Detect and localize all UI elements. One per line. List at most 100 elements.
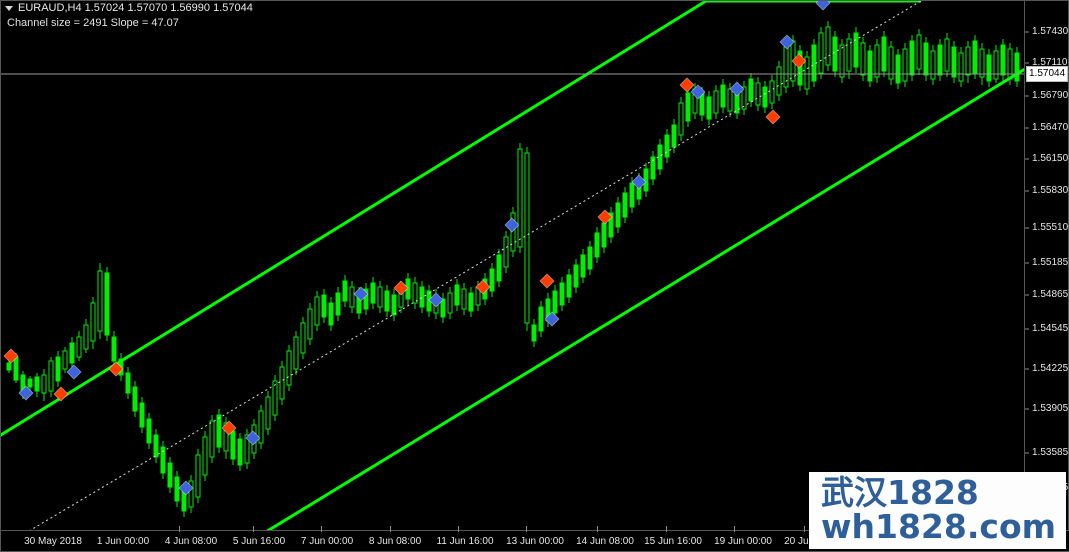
- time-axis-label: 7 Jun 00:00: [300, 536, 354, 547]
- candle-body: [370, 282, 376, 304]
- candle-body: [293, 336, 299, 370]
- sell-signal-marker[interactable]: [539, 273, 555, 289]
- sell-signal-marker[interactable]: [393, 280, 409, 296]
- candle-body: [552, 290, 558, 314]
- candle-body: [860, 42, 866, 76]
- candle-body: [531, 324, 537, 342]
- candle-body: [846, 38, 852, 72]
- buy-signal-marker[interactable]: [690, 84, 706, 100]
- time-axis-tick: [458, 526, 459, 532]
- candle-body: [111, 336, 117, 362]
- price-axis-tick: [1025, 158, 1029, 160]
- candle-body: [27, 378, 33, 388]
- watermark-line-2: wh1828.com: [821, 507, 1056, 546]
- candle-body: [972, 40, 978, 74]
- candle-body: [76, 336, 82, 358]
- candle-body: [265, 396, 271, 430]
- price-axis-tick: [1025, 262, 1029, 264]
- price-axis-label: 1.54865: [1032, 289, 1069, 300]
- sell-signal-marker[interactable]: [765, 109, 781, 125]
- candle-body: [496, 254, 502, 282]
- candle-body: [384, 290, 390, 312]
- price-axis-label: 1.55830: [1032, 185, 1069, 196]
- candle-body: [685, 92, 691, 122]
- sell-signal-marker[interactable]: [679, 77, 695, 93]
- sell-signal-marker[interactable]: [791, 53, 807, 69]
- candle-body: [97, 270, 103, 332]
- candle-body: [363, 288, 369, 310]
- candle-body: [48, 360, 54, 392]
- buy-signal-marker[interactable]: [729, 81, 745, 97]
- price-axis-label: 1.54545: [1032, 323, 1069, 334]
- candle-body: [650, 156, 656, 180]
- candle-body: [279, 366, 285, 400]
- candle-body: [678, 102, 684, 136]
- time-axis-tick: [666, 526, 667, 532]
- candle-body: [230, 430, 236, 460]
- sell-signal-marker[interactable]: [53, 386, 69, 402]
- buy-signal-marker[interactable]: [66, 364, 82, 380]
- candle-series: [6, 21, 1020, 517]
- buy-signal-marker[interactable]: [178, 480, 194, 496]
- time-axis-label: 11 Jun 16:00: [436, 536, 494, 547]
- time-axis-tick: [597, 526, 598, 532]
- candle-body: [951, 46, 957, 78]
- candle-body: [944, 38, 950, 72]
- price-axis-label: 1.56790: [1032, 90, 1069, 101]
- sell-signal-marker[interactable]: [475, 279, 491, 295]
- candle-body: [335, 292, 341, 316]
- buy-signal-marker[interactable]: [815, 1, 831, 11]
- time-axis-label: 1 Jun 00:00: [96, 536, 150, 547]
- candle-body: [454, 284, 460, 306]
- candle-body: [209, 420, 215, 458]
- triangle-down-icon[interactable]: [5, 6, 13, 11]
- sell-signal-marker[interactable]: [3, 348, 19, 364]
- candle-body: [930, 50, 936, 80]
- candle-body: [748, 78, 754, 102]
- candle-body: [1000, 44, 1006, 76]
- sell-signal-marker[interactable]: [221, 420, 237, 436]
- buy-signal-marker[interactable]: [504, 217, 520, 233]
- candle-body: [6, 362, 12, 371]
- candle-body: [671, 124, 677, 148]
- candle-body: [503, 236, 509, 268]
- price-axis-tick: [1025, 95, 1029, 97]
- candle-body: [90, 302, 96, 342]
- candle-body: [447, 292, 453, 314]
- candle-body: [1014, 52, 1020, 82]
- buy-signal-marker[interactable]: [245, 430, 261, 446]
- candle-body: [13, 356, 19, 381]
- buy-signal-marker[interactable]: [18, 385, 34, 401]
- candle-body: [797, 50, 803, 86]
- candle-body: [916, 34, 922, 70]
- candle-body: [818, 32, 824, 74]
- candle-body: [125, 372, 131, 394]
- candle-body: [440, 298, 446, 318]
- candle-body: [517, 148, 523, 248]
- candle-body: [69, 342, 75, 364]
- buy-signal-marker[interactable]: [544, 311, 560, 327]
- time-axis-label: 5 Jun 16:00: [232, 536, 286, 547]
- candle-body: [874, 44, 880, 78]
- price-axis-label: 1.57110: [1032, 57, 1068, 68]
- price-axis-tick: [1025, 227, 1029, 229]
- buy-signal-marker[interactable]: [428, 292, 444, 308]
- price-axis-tick: [1025, 452, 1029, 454]
- candle-body: [202, 436, 208, 476]
- sell-signal-marker[interactable]: [108, 361, 124, 377]
- time-axis-label: 8 Jun 08:00: [368, 536, 422, 547]
- chart-plot-area[interactable]: [1, 1, 1025, 532]
- candle-body: [237, 438, 243, 466]
- chart-symbol-row: EURAUD,H4 1.57024 1.57070 1.56990 1.5704…: [5, 2, 253, 15]
- time-axis-label: 15 Jun 16:00: [644, 536, 702, 547]
- candle-body: [895, 54, 901, 84]
- candle-body: [713, 90, 719, 114]
- sell-signal-marker[interactable]: [597, 209, 613, 225]
- buy-signal-marker[interactable]: [779, 34, 795, 50]
- buy-signal-marker[interactable]: [631, 174, 647, 190]
- price-axis[interactable]: 1.57430 1.57110 1.56790 1.56470 1.56150 1.558…: [1024, 1, 1069, 532]
- time-axis[interactable]: 30 May 2018 1 Jun 00:00 4 Jun 08:00 5 Jun 1…: [1, 526, 1069, 551]
- buy-signal-marker[interactable]: [353, 286, 369, 302]
- candle-body: [853, 32, 859, 68]
- lower-channel-line: [262, 67, 1025, 532]
